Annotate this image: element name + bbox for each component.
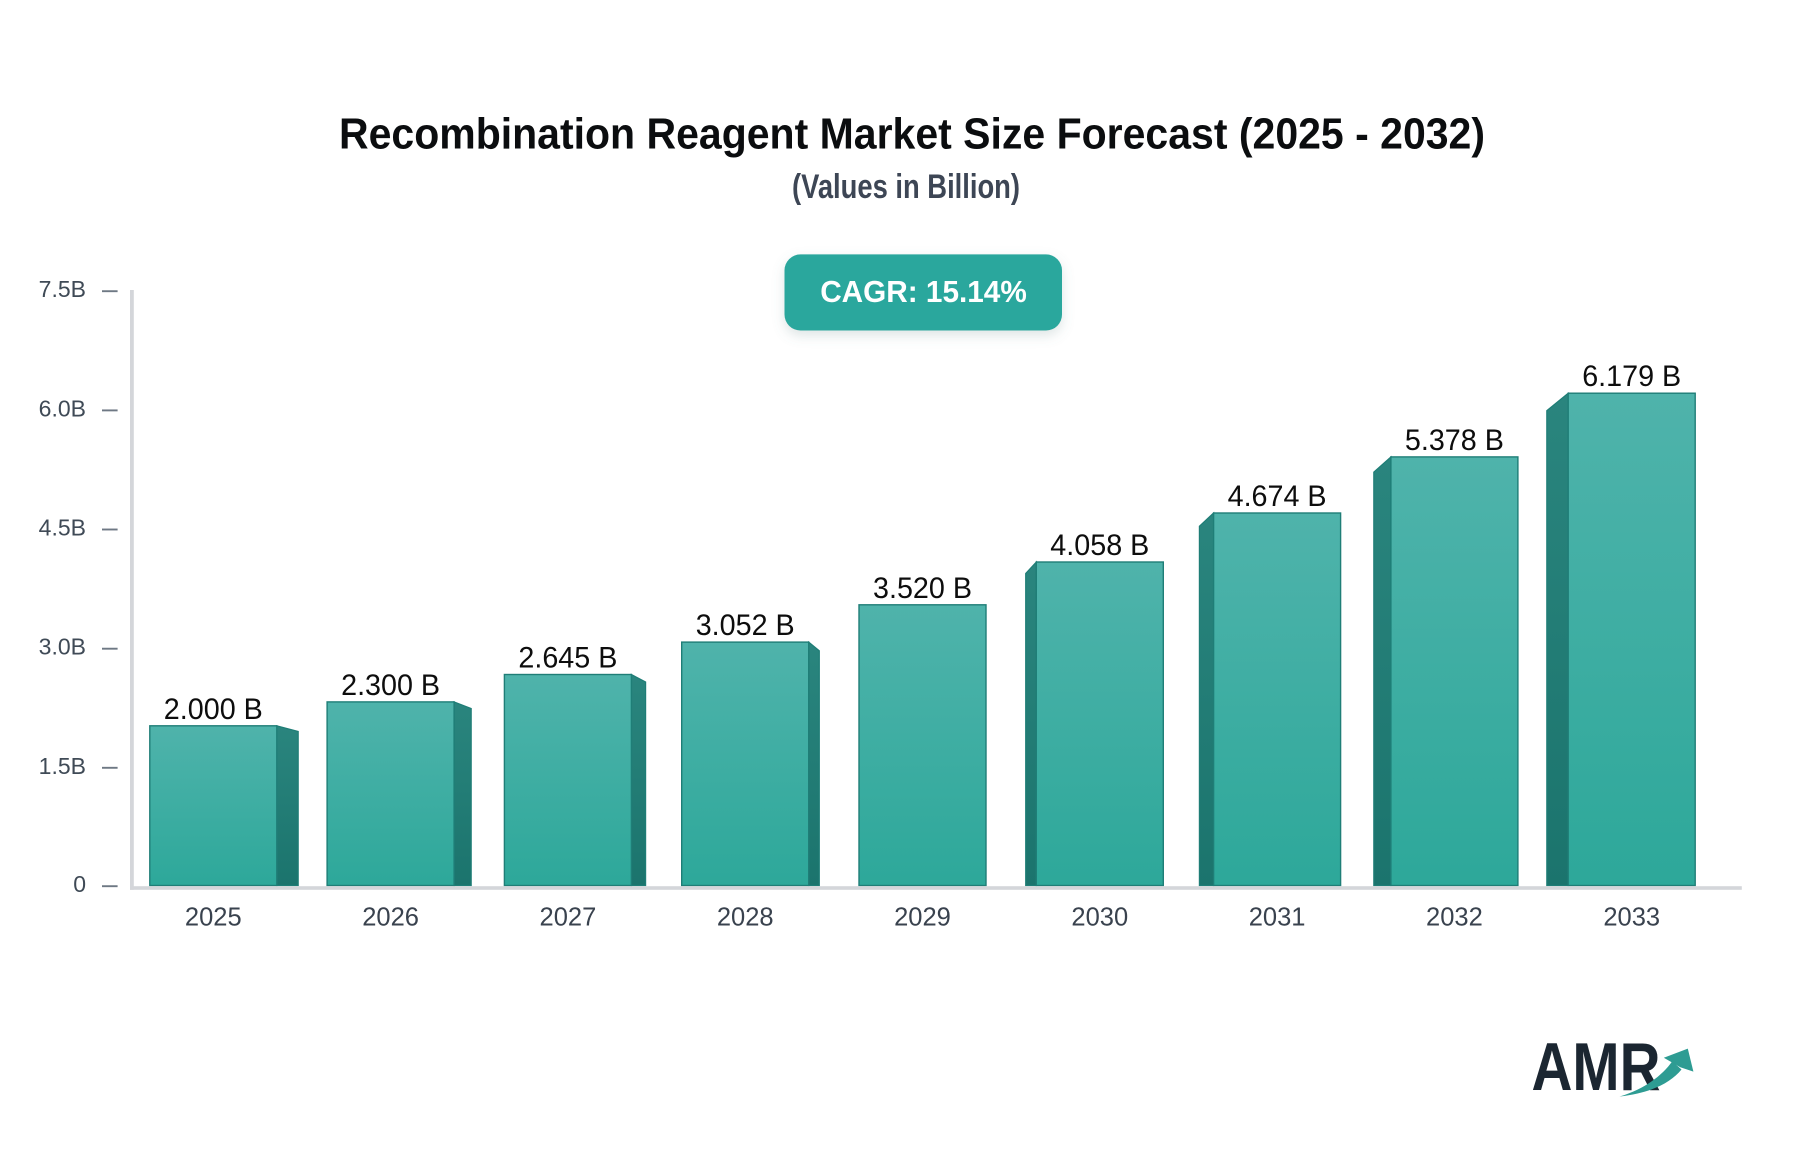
- svg-text:CAGR: 15.14%: CAGR: 15.14%: [820, 274, 1027, 309]
- svg-text:2028: 2028: [717, 904, 774, 932]
- svg-text:0: 0: [73, 871, 86, 897]
- svg-text:1.5B: 1.5B: [39, 753, 86, 779]
- svg-text:5.378 B: 5.378 B: [1405, 424, 1504, 457]
- svg-text:4.058 B: 4.058 B: [1050, 529, 1149, 562]
- svg-text:7.5B: 7.5B: [39, 276, 86, 302]
- svg-text:(Values in Billion): (Values in Billion): [792, 168, 1020, 206]
- svg-text:2029: 2029: [894, 904, 951, 932]
- svg-text:3.520 B: 3.520 B: [873, 572, 972, 605]
- svg-text:6.179 B: 6.179 B: [1582, 360, 1681, 393]
- svg-text:2.645 B: 2.645 B: [518, 642, 617, 675]
- svg-text:2025: 2025: [185, 904, 242, 932]
- svg-text:6.0B: 6.0B: [39, 395, 86, 421]
- svg-text:3.0B: 3.0B: [39, 634, 86, 660]
- svg-text:2027: 2027: [540, 904, 597, 932]
- svg-text:AMR: AMR: [1532, 1029, 1661, 1105]
- svg-text:2026: 2026: [362, 904, 419, 932]
- svg-text:2032: 2032: [1426, 904, 1483, 932]
- svg-text:2.300 B: 2.300 B: [341, 669, 440, 702]
- svg-text:3.052 B: 3.052 B: [696, 609, 795, 642]
- svg-text:2033: 2033: [1603, 904, 1660, 932]
- svg-text:4.5B: 4.5B: [39, 515, 86, 541]
- svg-text:4.674 B: 4.674 B: [1228, 480, 1327, 513]
- svg-text:Recombination Reagent Market S: Recombination Reagent Market Size Foreca…: [339, 110, 1485, 159]
- svg-text:2031: 2031: [1249, 904, 1306, 932]
- svg-text:2030: 2030: [1071, 904, 1128, 932]
- svg-text:2.000 B: 2.000 B: [164, 693, 263, 726]
